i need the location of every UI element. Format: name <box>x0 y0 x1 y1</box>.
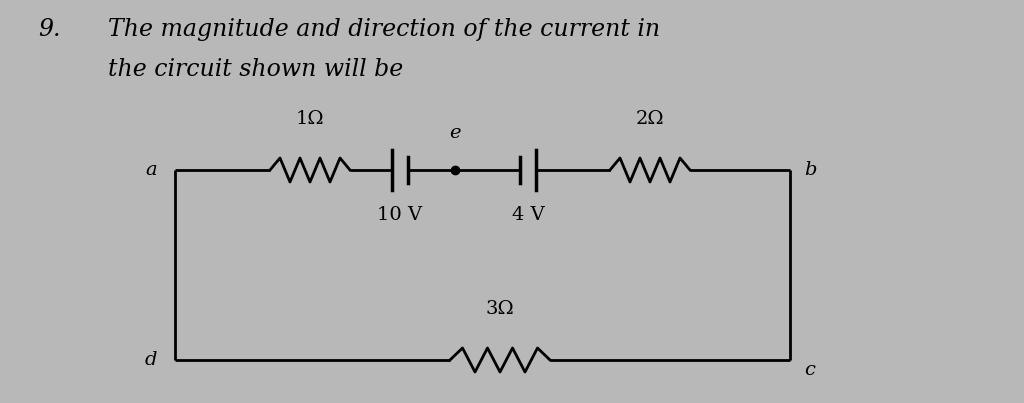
Text: e: e <box>450 124 461 142</box>
Text: 10 V: 10 V <box>378 206 423 224</box>
Text: d: d <box>144 351 157 369</box>
Text: The magnitude and direction of the current in: The magnitude and direction of the curre… <box>108 18 660 41</box>
Text: b: b <box>804 161 816 179</box>
Text: the circuit shown will be: the circuit shown will be <box>108 58 403 81</box>
Text: 2Ω: 2Ω <box>636 110 665 128</box>
Text: 4 V: 4 V <box>512 206 545 224</box>
Text: a: a <box>145 161 157 179</box>
Text: 9.: 9. <box>38 18 60 41</box>
Text: 3Ω: 3Ω <box>485 300 514 318</box>
Text: 1Ω: 1Ω <box>296 110 325 128</box>
Text: c: c <box>804 361 815 379</box>
